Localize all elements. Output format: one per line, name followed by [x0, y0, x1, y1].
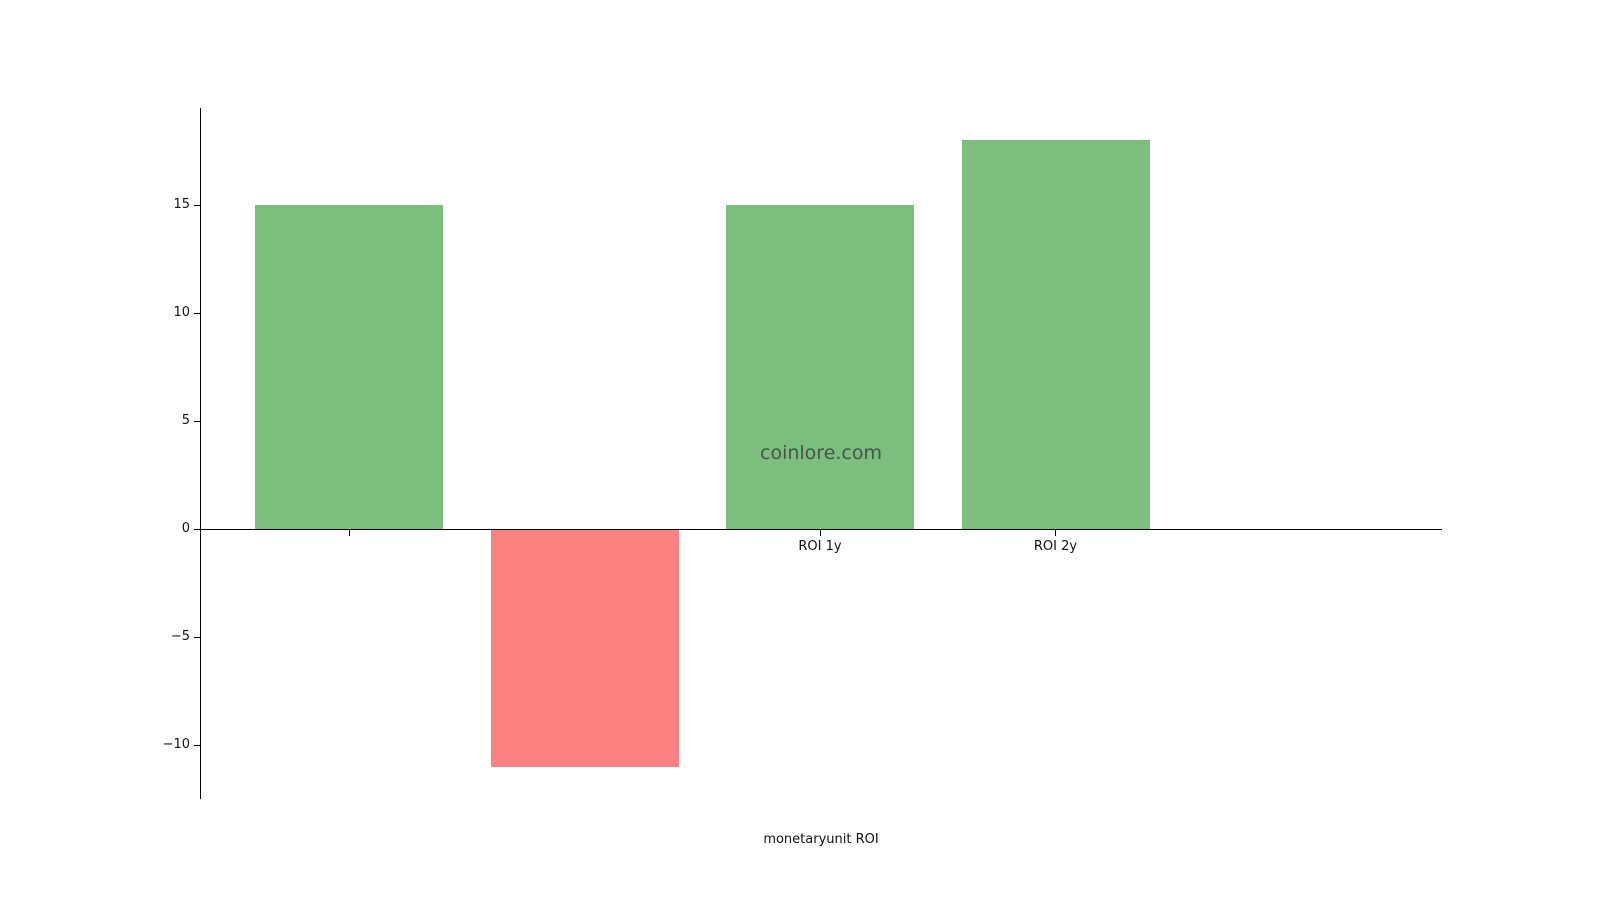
- y-tick-mark: [194, 204, 201, 206]
- x-tick-label: ROI 1y: [798, 539, 842, 554]
- y-tick-label: 0: [181, 521, 190, 536]
- y-tick-mark: [194, 744, 201, 746]
- y-axis-line: [200, 108, 201, 799]
- y-tick-label: −10: [162, 737, 190, 752]
- y-tick-label: 5: [181, 413, 190, 428]
- y-tick-mark: [194, 420, 201, 422]
- watermark: coinlore.com: [760, 442, 882, 464]
- y-tick-mark: [194, 636, 201, 638]
- y-tick-mark: [194, 528, 201, 530]
- y-tick-label: −5: [170, 629, 190, 644]
- bar-category-2: [490, 529, 679, 767]
- bar-ROI 2y: [961, 140, 1150, 529]
- y-tick-mark: [194, 312, 201, 314]
- bar-ROI 1y: [726, 205, 914, 529]
- bar-category-1: [255, 205, 443, 529]
- x-axis-title: monetaryunit ROI: [763, 832, 879, 847]
- y-tick-label: 10: [173, 305, 190, 320]
- x-tick-label: ROI 2y: [1033, 539, 1078, 554]
- x-tick-mark: [1055, 529, 1056, 536]
- x-tick-mark: [348, 529, 350, 536]
- y-tick-label: 15: [173, 197, 190, 212]
- x-tick-mark: [819, 529, 821, 536]
- x-axis-line: [200, 529, 1442, 530]
